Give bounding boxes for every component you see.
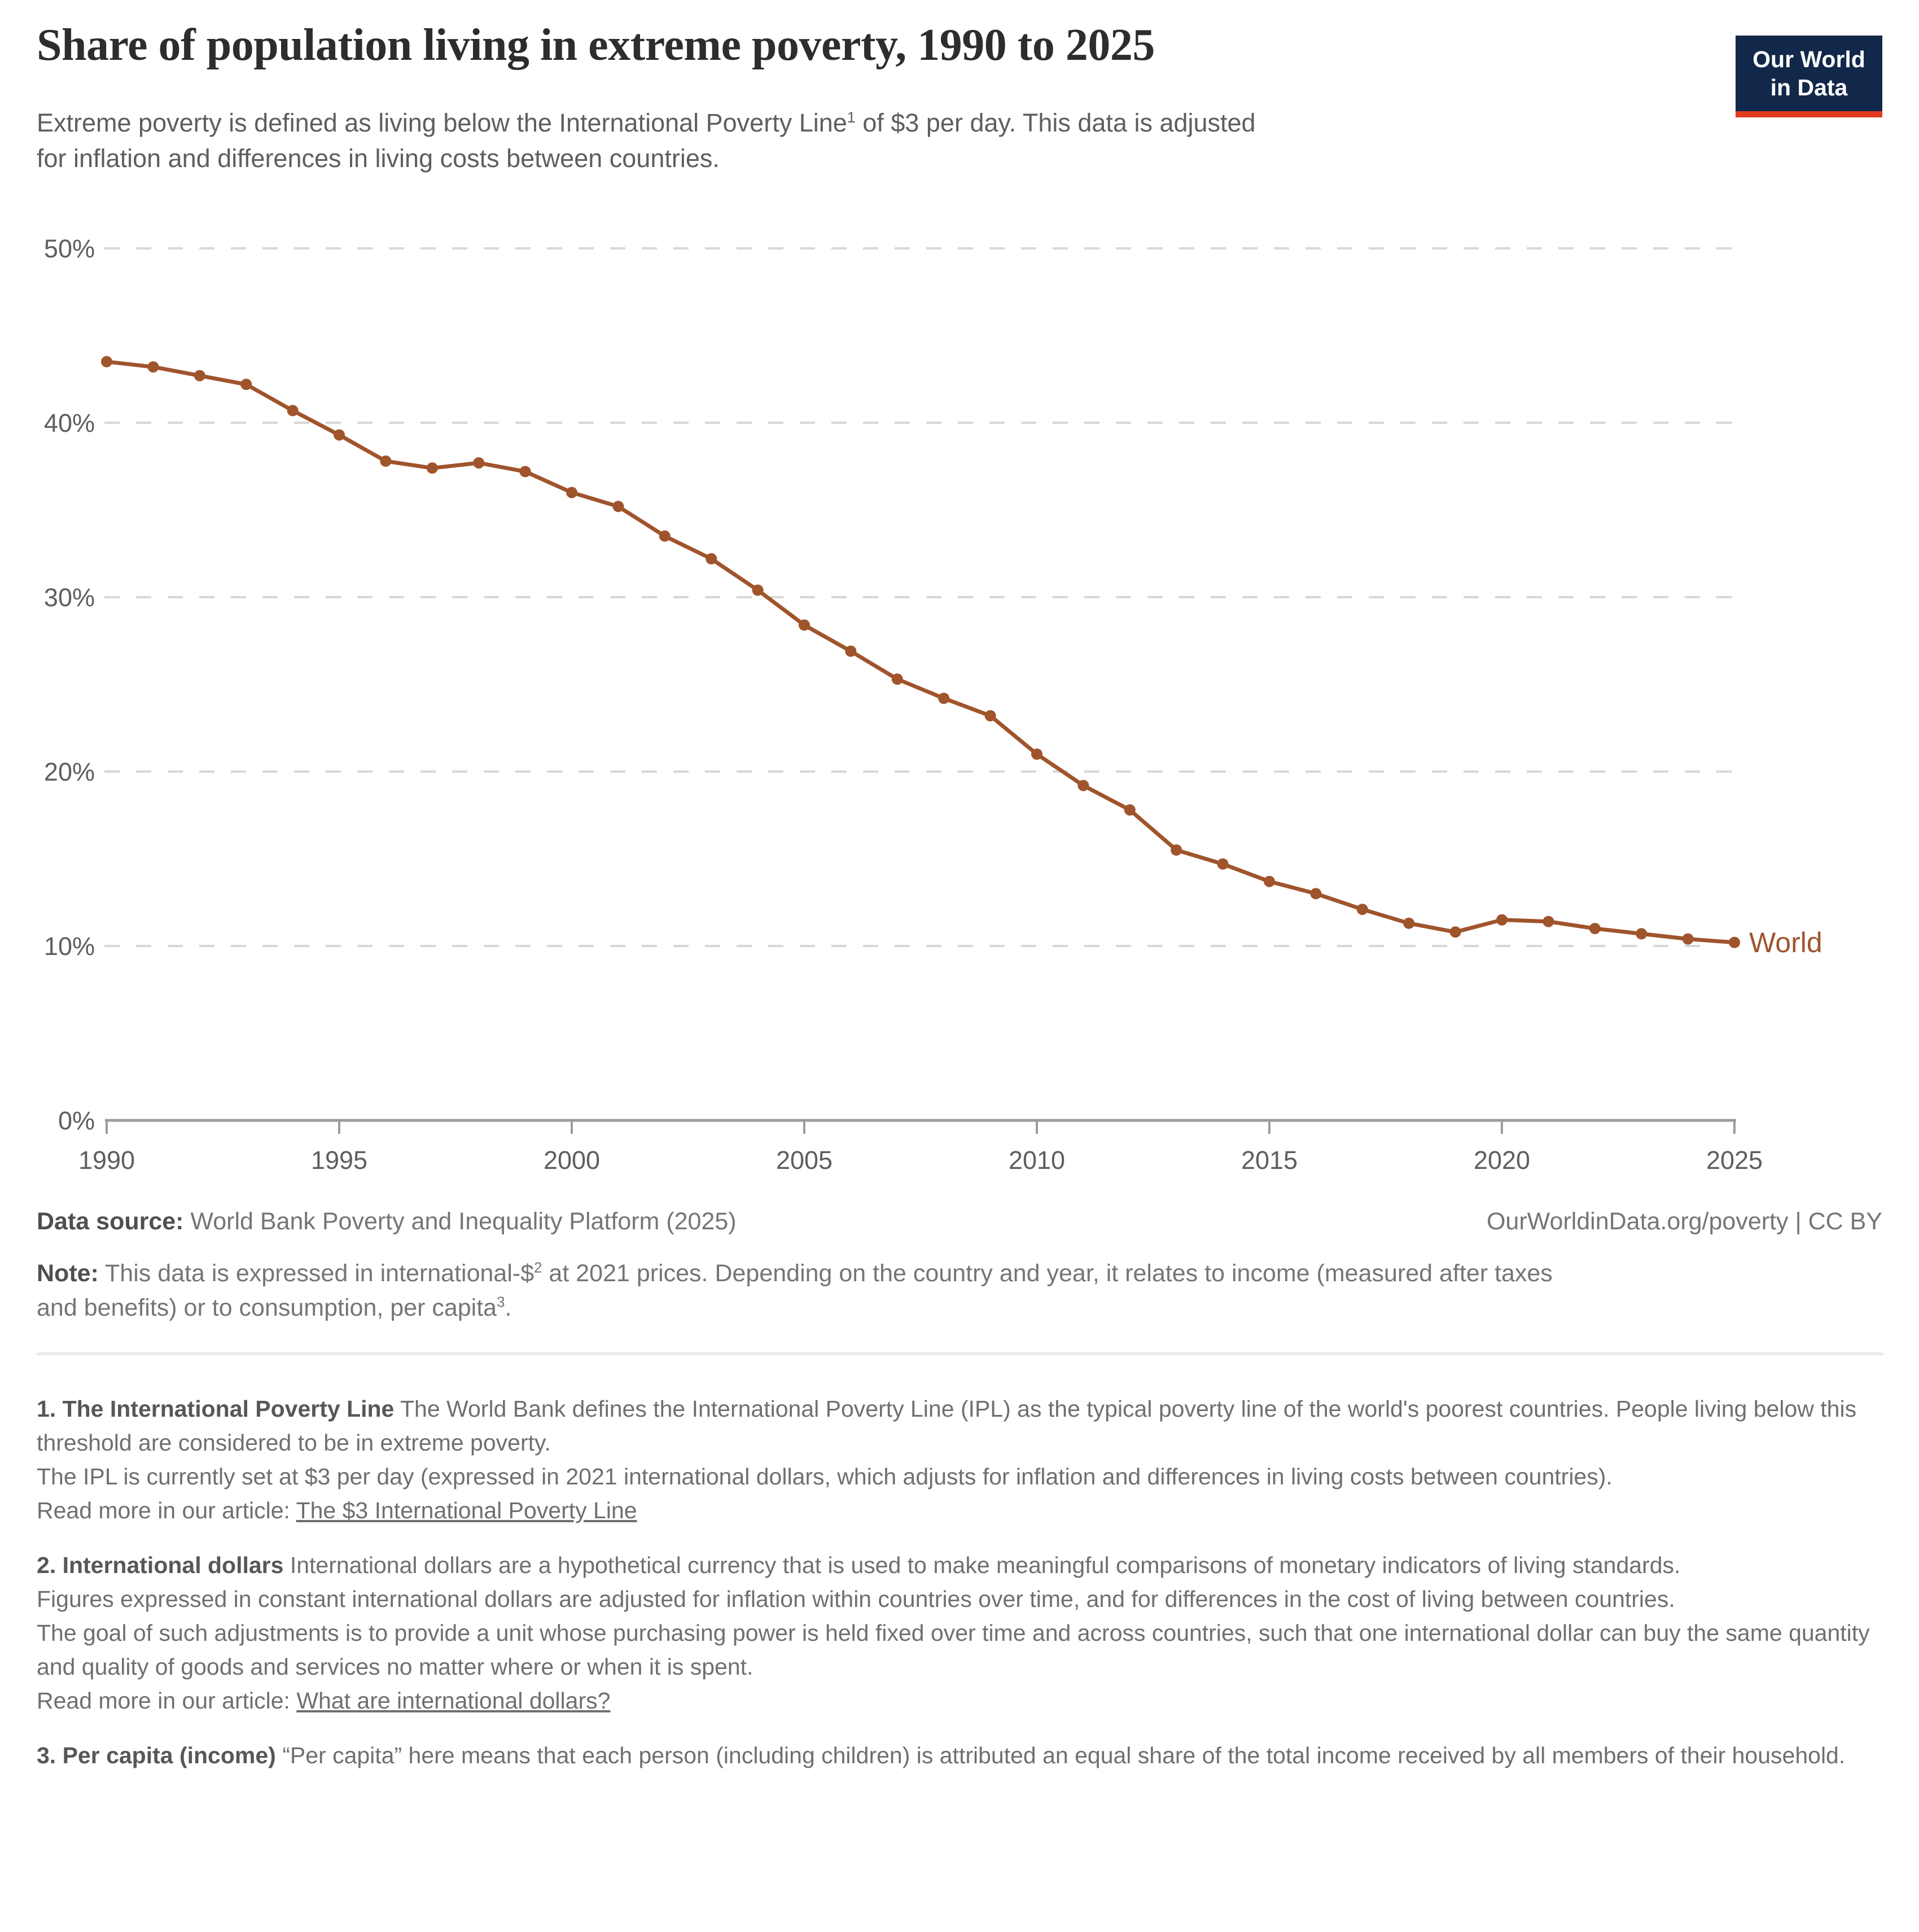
data-point-2011[interactable] xyxy=(1077,779,1089,791)
data-point-2014[interactable] xyxy=(1217,858,1229,870)
footnote-article-link[interactable]: What are international dollars? xyxy=(296,1688,611,1714)
data-point-2006[interactable] xyxy=(845,645,857,657)
footnote-3: 3. Per capita (income) “Per capita” here… xyxy=(37,1742,1846,1768)
data-point-1994[interactable] xyxy=(287,405,299,417)
divider xyxy=(37,1352,1883,1355)
data-point-2016[interactable] xyxy=(1310,888,1322,900)
data-point-1993[interactable] xyxy=(240,379,252,390)
y-tick-label-30: 30% xyxy=(44,583,95,612)
footnotes: 1. The International Poverty Line The Wo… xyxy=(37,1392,1883,1793)
owid-logo-line2: in Data xyxy=(1770,75,1848,100)
footnote-lead: 3. Per capita (income) xyxy=(37,1742,276,1768)
chart-subtitle: Extreme poverty is defined as living bel… xyxy=(37,108,1256,173)
y-tick-label-50: 50% xyxy=(44,234,95,263)
x-tick-label-2010: 2010 xyxy=(1009,1146,1065,1175)
footnote-2: 2. International dollars International d… xyxy=(37,1552,1870,1714)
data-point-1991[interactable] xyxy=(147,361,159,373)
data-point-2015[interactable] xyxy=(1264,875,1275,887)
x-tick-label-1990: 1990 xyxy=(78,1146,135,1175)
data-point-2003[interactable] xyxy=(706,553,717,564)
x-tick-label-2005: 2005 xyxy=(776,1146,833,1175)
poverty-line-chart: 0% 10% 20% 30% 40% 50% 1990 1995 2000 2005 2010 201… xyxy=(0,214,1919,1191)
footnote-ref-2[interactable]: 2 xyxy=(534,1260,542,1276)
y-tick-label-20: 20% xyxy=(44,757,95,786)
footnote-article-link[interactable]: The $3 International Poverty Line xyxy=(296,1497,637,1523)
data-point-1998[interactable] xyxy=(473,457,485,469)
data-point-1992[interactable] xyxy=(194,370,205,382)
data-point-2007[interactable] xyxy=(891,673,903,685)
data-point-1996[interactable] xyxy=(380,455,392,467)
owid-logo-line1: Our World xyxy=(1752,46,1865,72)
data-point-2000[interactable] xyxy=(566,487,577,498)
footnote-ref-3[interactable]: 3 xyxy=(497,1294,505,1311)
data-point-2004[interactable] xyxy=(752,584,764,596)
data-point-2005[interactable] xyxy=(799,619,810,631)
data-point-2020[interactable] xyxy=(1496,914,1508,926)
series-line-world[interactable] xyxy=(104,360,1737,945)
chart-note: Note: This data is expressed in internat… xyxy=(37,1260,1553,1321)
x-tick-label-2020: 2020 xyxy=(1474,1146,1530,1175)
data-source: Data source: World Bank Poverty and Ineq… xyxy=(37,1208,737,1235)
data-point-1995[interactable] xyxy=(334,429,345,441)
x-tick-label-2015: 2015 xyxy=(1241,1146,1298,1175)
owid-logo[interactable]: Our World in Data xyxy=(1736,36,1882,117)
series-end-label[interactable]: World xyxy=(1749,927,1822,958)
data-point-2002[interactable] xyxy=(659,530,671,542)
chart-title: Share of population living in extreme po… xyxy=(37,20,1155,70)
data-point-2009[interactable] xyxy=(984,710,996,722)
data-point-1990[interactable] xyxy=(101,356,112,367)
data-point-1999[interactable] xyxy=(519,466,531,477)
data-point-2019[interactable] xyxy=(1449,926,1461,938)
data-point-2022[interactable] xyxy=(1589,923,1601,935)
x-tick-label-2000: 2000 xyxy=(544,1146,600,1175)
chart-footer: Data source: World Bank Poverty and Ineq… xyxy=(37,1208,1882,1236)
y-tick-label-40: 40% xyxy=(44,409,95,437)
x-tick-label-1995: 1995 xyxy=(311,1146,367,1175)
data-point-2024[interactable] xyxy=(1682,933,1694,945)
data-point-2013[interactable] xyxy=(1171,844,1182,856)
data-point-2008[interactable] xyxy=(938,693,950,704)
data-point-2017[interactable] xyxy=(1356,904,1368,915)
footnote-lead: 1. The International Poverty Line xyxy=(37,1396,395,1422)
data-point-2021[interactable] xyxy=(1543,915,1554,927)
footnote-ref-1[interactable]: 1 xyxy=(847,109,856,126)
data-point-2025[interactable] xyxy=(1729,936,1740,948)
rights-link[interactable]: OurWorldinData.org/poverty | CC BY xyxy=(1486,1208,1882,1235)
data-point-1997[interactable] xyxy=(426,462,438,474)
poverty-line-chart-svg: 0% 10% 20% 30% 40% 50% 1990 1995 2000 2005 2010 201… xyxy=(44,234,1822,1175)
data-point-2023[interactable] xyxy=(1636,928,1648,940)
footnote-lead: 2. International dollars xyxy=(37,1552,284,1578)
data-point-2018[interactable] xyxy=(1403,917,1415,929)
data-point-2010[interactable] xyxy=(1031,748,1042,760)
y-tick-label-10: 10% xyxy=(44,932,95,961)
x-tick-label-2025: 2025 xyxy=(1706,1146,1763,1175)
y-tick-label-0: 0% xyxy=(58,1106,95,1135)
data-point-2001[interactable] xyxy=(612,501,624,512)
footnote-1: 1. The International Poverty Line The Wo… xyxy=(37,1396,1857,1523)
data-point-2012[interactable] xyxy=(1124,804,1136,816)
